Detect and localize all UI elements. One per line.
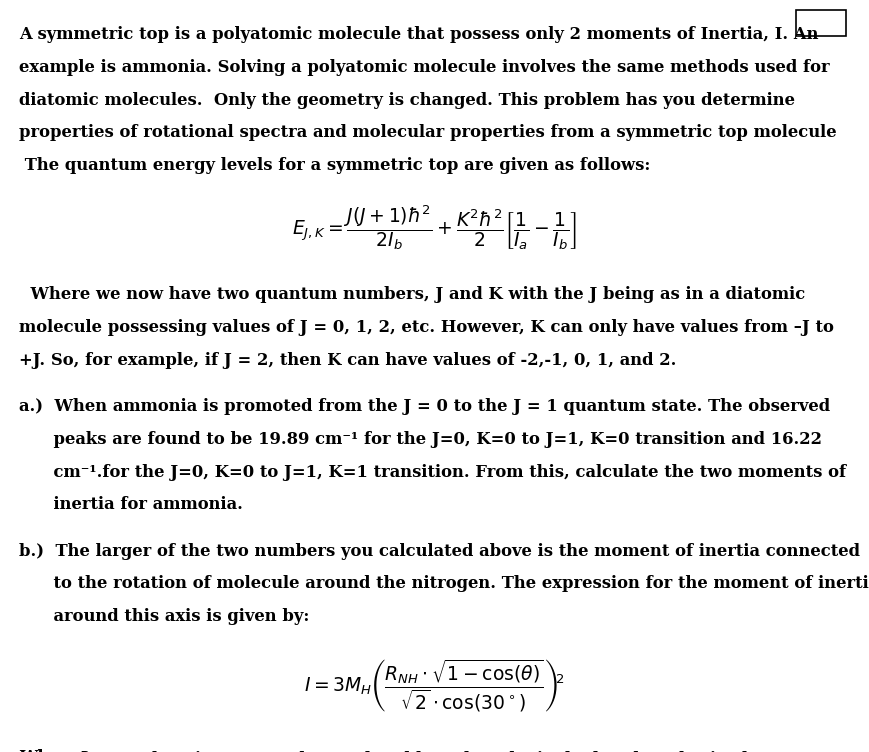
Text: $E_{J,K} = \dfrac{J(J + 1)\hbar^2}{2I_b} + \dfrac{K^2\hbar^2}{2}\left[\dfrac{1}{: $E_{J,K} = \dfrac{J(J + 1)\hbar^2}{2I_b}… <box>292 203 577 252</box>
Text: molecule possessing values of J = 0, 1, 2, etc. However, K can only have values : molecule possessing values of J = 0, 1, … <box>19 320 833 336</box>
Text: b.)  The larger of the two numbers you calculated above is the moment of inertia: b.) The larger of the two numbers you ca… <box>19 542 860 559</box>
Text: Where we now have two quantum numbers, J and K with the J being as in a diatomic: Where we now have two quantum numbers, J… <box>19 287 806 304</box>
Text: inertia for ammonia.: inertia for ammonia. <box>19 496 242 514</box>
Text: a.)  When ammonia is promoted from the J = 0 to the J = 1 quantum state. The obs: a.) When ammonia is promoted from the J … <box>19 398 830 415</box>
Text: peaks are found to be 19.89 cm⁻¹ for the J=0, K=0 to J=1, K=0 transition and 16.: peaks are found to be 19.89 cm⁻¹ for the… <box>19 431 822 448</box>
Text: $I = 3M_H\left(\dfrac{R_{NH} \cdot \sqrt{1 - \cos(\theta)}}{\sqrt{2} \cdot \cos(: $I = 3M_H\left(\dfrac{R_{NH} \cdot \sqrt… <box>304 657 565 714</box>
Text: around this axis is given by:: around this axis is given by: <box>19 608 309 625</box>
Text: diatomic molecules.  Only the geometry is changed. This problem has you determin: diatomic molecules. Only the geometry is… <box>19 92 795 108</box>
Text: $R_{NH}$: $R_{NH}$ <box>78 749 109 752</box>
Text: = the Nitrogen-Hydrogen bond length and $\theta$ is the bond angles in the: = the Nitrogen-Hydrogen bond length and … <box>119 749 765 752</box>
Text: A symmetric top is a polyatomic molecule that possess only 2 moments of Inertia,: A symmetric top is a polyatomic molecule… <box>19 26 819 43</box>
Text: cm⁻¹.for the J=0, K=0 to J=1, K=1 transition. From this, calculate the two momen: cm⁻¹.for the J=0, K=0 to J=1, K=1 transi… <box>19 464 846 481</box>
Text: The quantum energy levels for a symmetric top are given as follows:: The quantum energy levels for a symmetri… <box>19 157 650 174</box>
Text: properties of rotational spectra and molecular properties from a symmetric top m: properties of rotational spectra and mol… <box>19 124 837 141</box>
Text: example is ammonia. Solving a polyatomic molecule involves the same methods used: example is ammonia. Solving a polyatomic… <box>19 59 830 76</box>
Text: +J. So, for example, if J = 2, then K can have values of -2,-1, 0, 1, and 2.: +J. So, for example, if J = 2, then K ca… <box>19 352 676 369</box>
Text: to the rotation of molecule around the nitrogen. The expression for the moment o: to the rotation of molecule around the n… <box>19 575 869 593</box>
Text: Where: Where <box>19 749 79 752</box>
Bar <box>796 11 846 35</box>
